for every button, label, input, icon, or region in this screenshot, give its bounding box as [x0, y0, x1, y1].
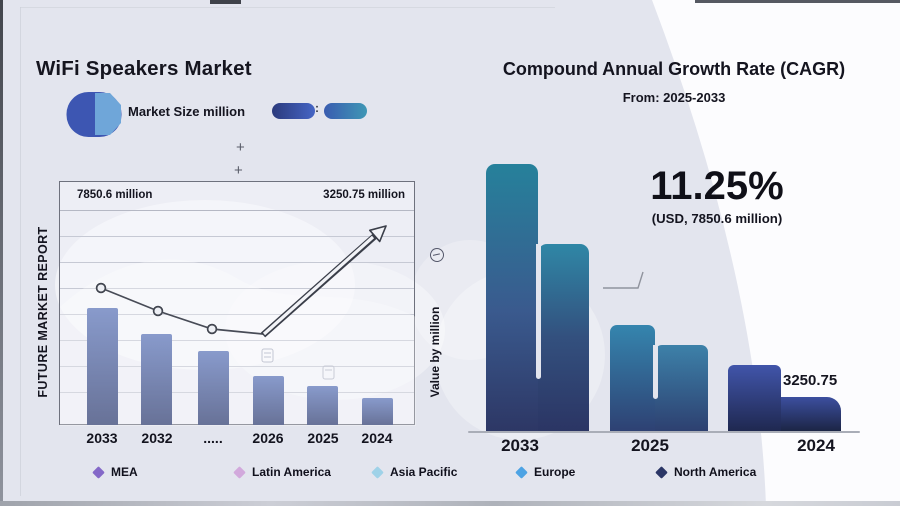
left-edge-border [0, 0, 3, 506]
faint-doc-icon [261, 348, 274, 363]
x-label-2025: 2025 [307, 430, 339, 446]
legend-label-latin-america: Latin America [252, 465, 331, 479]
chart-end-value-label: 3250.75 million [323, 189, 405, 201]
bottom-edge-strip [0, 501, 900, 506]
legend-label-asia-pacific: Asia Pacific [390, 465, 458, 479]
faint-doc-icon [322, 365, 335, 380]
bar-notch [653, 345, 658, 399]
market-size-label: Market Size million [128, 104, 246, 119]
bar-2033 [87, 308, 118, 425]
cagr-bar-2033-primary [486, 164, 538, 431]
trend-overlay [60, 225, 416, 426]
gridline [60, 288, 414, 289]
legend-diamond-latin-america [233, 465, 246, 479]
bar-gap-years [198, 351, 229, 425]
brand-watermark: FUTURE MARKET REPORT [36, 226, 50, 398]
legend-item-latin-america: Latin America [233, 465, 331, 479]
market-size-chart: 7850.6 million 3250.75 million [59, 181, 416, 426]
white-diagonal-panel [652, 0, 900, 506]
legend-item-mea: MEA [92, 465, 138, 479]
gridline [60, 314, 414, 315]
bar-2025 [307, 386, 338, 425]
cagr-x-label-2025: 2025 [631, 436, 669, 455]
legend-item-asia-pacific: Asia Pacific [371, 465, 458, 479]
pill-badge-left [272, 103, 315, 119]
x-label-2033: 2033 [86, 430, 118, 446]
gridline [60, 262, 414, 263]
cagr-value: 11.25% [650, 164, 784, 208]
x-label-2024: 2024 [361, 430, 393, 446]
step-line-decor [603, 271, 644, 289]
gridline [60, 210, 414, 211]
trend-marker [152, 305, 164, 317]
top-right-border [695, 0, 900, 3]
legend-label-north-america: North America [674, 465, 757, 479]
bar-2032 [141, 334, 172, 425]
plus-mark-decor: + [236, 139, 245, 156]
gridline [60, 340, 414, 341]
inner-frame-vertical [20, 7, 21, 496]
inner-frame-horizontal [20, 7, 555, 8]
x-label-2032: 2032 [141, 430, 173, 446]
top-dash-decor [210, 0, 241, 4]
legend-item-europe: Europe [515, 465, 576, 479]
bar-notch [536, 244, 541, 379]
cagr-bar-2024-primary [728, 365, 781, 431]
gridline [60, 236, 414, 237]
cagr-callout-value: 3250.75 [783, 372, 838, 389]
trend-marker [206, 323, 218, 335]
legend-item-north-america: North America [655, 465, 757, 479]
cagr-x-label-2033: 2033 [501, 436, 539, 455]
pill-badge-right [324, 103, 367, 119]
legend-label-mea: MEA [111, 465, 138, 479]
bar-2026 [253, 376, 284, 425]
chart-max-value-label: 7850.6 million [77, 189, 153, 201]
value-axis-label: Value by million [428, 306, 442, 398]
bar-2024 [362, 398, 393, 425]
plus-mark-decor: + [234, 162, 243, 179]
cagr-bar-2025-secondary [655, 345, 708, 431]
cagr-bar-2024-secondary [781, 397, 841, 431]
market-size-icon [66, 92, 122, 137]
x-label-ellipsis: ..... [203, 430, 223, 446]
gridline [60, 366, 414, 367]
legend-diamond-north-america [655, 465, 668, 479]
legend-diamond-europe [515, 465, 528, 479]
legend-diamond-asia-pacific [371, 465, 384, 479]
gridline [60, 392, 414, 393]
cagr-title: Compound Annual Growth Rate (CAGR) [502, 59, 846, 79]
pill-separator: : [315, 101, 319, 115]
declining-trend-line [100, 287, 264, 335]
cagr-baseline [468, 431, 860, 433]
trend-marker [95, 282, 107, 294]
cagr-bar-2025-primary [610, 325, 655, 431]
growth-arrow-head [368, 225, 387, 243]
cagr-x-label-2024: 2024 [797, 436, 835, 455]
page-title: WiFi Speakers Market [36, 57, 252, 80]
cagr-subtitle: From: 2025-2033 [622, 90, 726, 105]
x-label-2026: 2026 [252, 430, 284, 446]
cagr-note: (USD, 7850.6 million) [651, 211, 783, 226]
legend-diamond-mea [92, 465, 105, 479]
cagr-bar-2033-secondary [538, 244, 589, 431]
legend-label-europe: Europe [534, 465, 576, 479]
